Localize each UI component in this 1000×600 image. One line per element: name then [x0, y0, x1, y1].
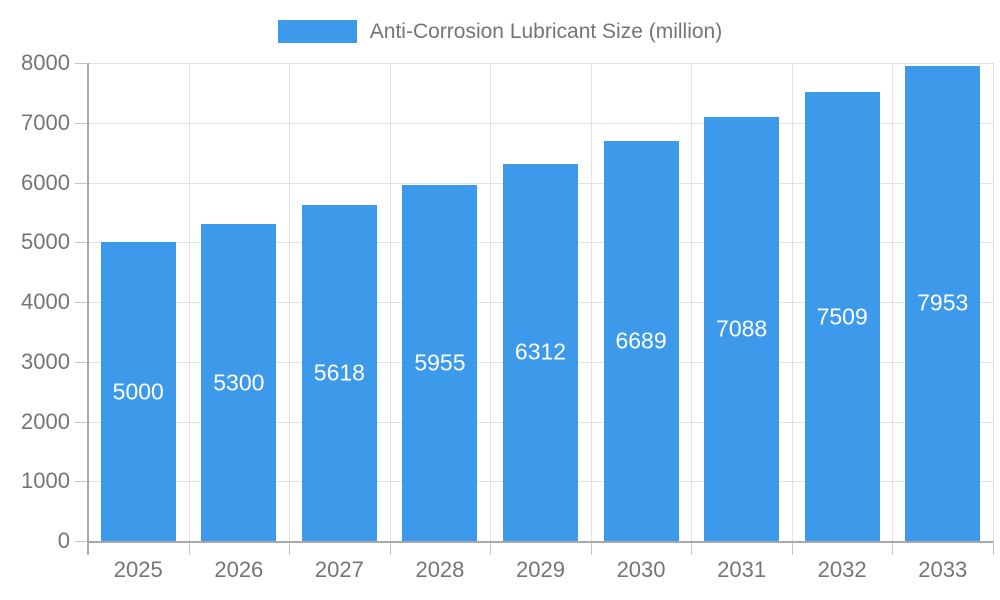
x-axis-tick	[892, 541, 894, 555]
bar-value-label: 7953	[917, 289, 969, 316]
y-axis-line	[87, 63, 89, 555]
gridline-vertical	[590, 63, 592, 541]
x-axis-label: 2031	[717, 557, 767, 582]
x-axis-tick	[490, 541, 492, 555]
bar-2031[interactable]	[704, 117, 780, 541]
y-axis-label: 7000	[21, 109, 70, 135]
bar-2028[interactable]	[402, 185, 478, 541]
y-axis-label: 0	[57, 528, 70, 553]
y-axis-label: 8000	[21, 50, 70, 75]
y-axis-label: 6000	[21, 169, 70, 195]
bar-value-label: 7088	[716, 315, 768, 342]
legend[interactable]: Anti-Corrosion Lubricant Size (million)	[0, 18, 1000, 45]
y-axis-label: 5000	[21, 229, 70, 255]
bar-value-label: 7509	[816, 303, 868, 330]
y-axis-tick	[75, 182, 88, 184]
bar-value-label: 5000	[112, 378, 164, 405]
x-axis-tick	[590, 541, 592, 555]
gridline-vertical	[892, 63, 894, 541]
x-axis-label: 2028	[415, 557, 465, 582]
y-axis-label: 4000	[21, 289, 70, 314]
x-axis-label: 2032	[817, 557, 867, 582]
x-axis-label: 2025	[113, 557, 163, 582]
x-axis-tick	[791, 541, 793, 555]
x-axis-label: 2033	[918, 557, 968, 582]
bar-2032[interactable]	[804, 92, 880, 541]
legend-swatch-icon	[277, 20, 357, 43]
x-axis-label: 2030	[616, 557, 666, 582]
y-axis-tick	[75, 421, 88, 423]
gridline-vertical	[993, 63, 994, 541]
gridline-vertical	[289, 63, 291, 541]
bar-value-label: 6312	[514, 338, 567, 365]
y-axis-label: 1000	[21, 468, 70, 494]
x-axis-tick	[389, 541, 391, 555]
x-axis-line	[87, 541, 993, 543]
bar-value-label: 6689	[615, 327, 667, 354]
y-axis-tick	[75, 361, 88, 363]
y-axis-label: 2000	[21, 408, 70, 434]
x-axis-tick	[993, 541, 994, 555]
gridline-vertical	[791, 63, 793, 541]
x-axis-tick	[691, 541, 693, 555]
bar-2029[interactable]	[503, 163, 578, 541]
bar-2025[interactable]	[100, 242, 176, 541]
y-axis-tick	[75, 63, 88, 64]
gridline-vertical	[691, 63, 693, 541]
gridline-vertical	[188, 63, 190, 541]
x-axis-tick	[188, 541, 190, 555]
gridline-horizontal	[88, 122, 993, 124]
bar-2030[interactable]	[603, 141, 679, 541]
gridline-horizontal	[88, 63, 993, 64]
bar-2027[interactable]	[301, 205, 377, 541]
x-axis-label: 2027	[314, 557, 364, 582]
y-axis-tick	[75, 122, 88, 124]
x-axis-label: 2029	[516, 557, 565, 582]
x-axis-tick	[289, 541, 291, 555]
y-axis-tick	[75, 541, 88, 542]
gridline-vertical	[490, 63, 492, 541]
gridline-vertical	[389, 63, 391, 541]
y-axis-tick	[75, 302, 88, 303]
bar-2033[interactable]	[905, 65, 981, 541]
bar-value-label: 5618	[313, 359, 365, 386]
legend-label: Anti-Corrosion Lubricant Size (million)	[369, 20, 723, 43]
bar-2026[interactable]	[201, 224, 277, 541]
bar-value-label: 5300	[213, 369, 265, 396]
y-axis-tick	[75, 481, 88, 483]
x-axis-label: 2026	[214, 557, 264, 582]
y-axis-tick	[75, 242, 88, 244]
y-axis-label: 3000	[21, 348, 70, 374]
bar-value-label: 5955	[414, 349, 466, 376]
